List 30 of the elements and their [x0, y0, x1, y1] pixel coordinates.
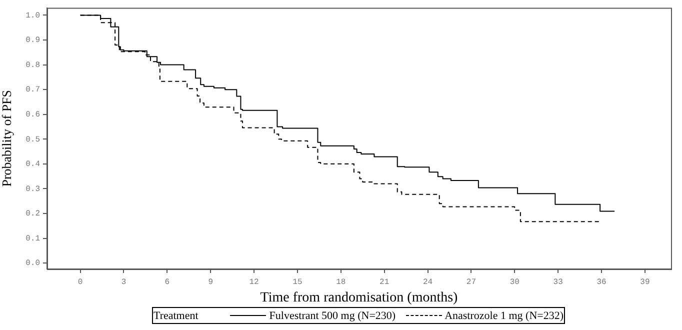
legend-label: Fulvestrant 500 mg (N=230) — [269, 310, 396, 322]
y-tick-label: 0.0 — [26, 259, 40, 268]
y-tick-label: 0.9 — [26, 36, 40, 46]
x-tick-label: 27 — [466, 278, 476, 287]
x-tick-label: 6 — [164, 278, 170, 287]
x-tick-label: 33 — [553, 278, 564, 287]
x-tick-label: 0 — [78, 278, 83, 287]
y-tick-label: 0.4 — [26, 160, 40, 170]
y-tick-label: 0.5 — [26, 135, 40, 144]
y-tick-label: 0.2 — [26, 210, 40, 219]
y-tick-label: 0.3 — [26, 184, 40, 194]
x-tick-label: 9 — [208, 278, 214, 287]
legend-label: Anastrozole 1 mg (N=232) — [444, 310, 564, 322]
legend-title: Treatment — [153, 310, 198, 322]
y-tick-label: 0.1 — [26, 234, 40, 244]
y-axis-title: Probability of PFS — [0, 90, 14, 187]
x-tick-label: 24 — [422, 278, 433, 287]
x-axis-title: Time from randomisation (months) — [260, 290, 458, 306]
x-tick-label: 21 — [380, 278, 390, 287]
x-tick-label: 15 — [292, 278, 302, 287]
y-tick-label: 0.7 — [26, 86, 40, 95]
x-tick-label: 36 — [596, 278, 606, 287]
x-tick-label: 3 — [121, 278, 126, 287]
y-tick-label: 1.0 — [26, 11, 40, 20]
x-tick-label: 30 — [510, 278, 520, 287]
x-tick-label: 12 — [249, 278, 260, 287]
y-tick-label: 0.6 — [26, 110, 40, 120]
x-tick-label: 39 — [640, 278, 650, 287]
y-tick-label: 0.8 — [26, 60, 40, 70]
x-tick-label: 18 — [336, 278, 346, 287]
